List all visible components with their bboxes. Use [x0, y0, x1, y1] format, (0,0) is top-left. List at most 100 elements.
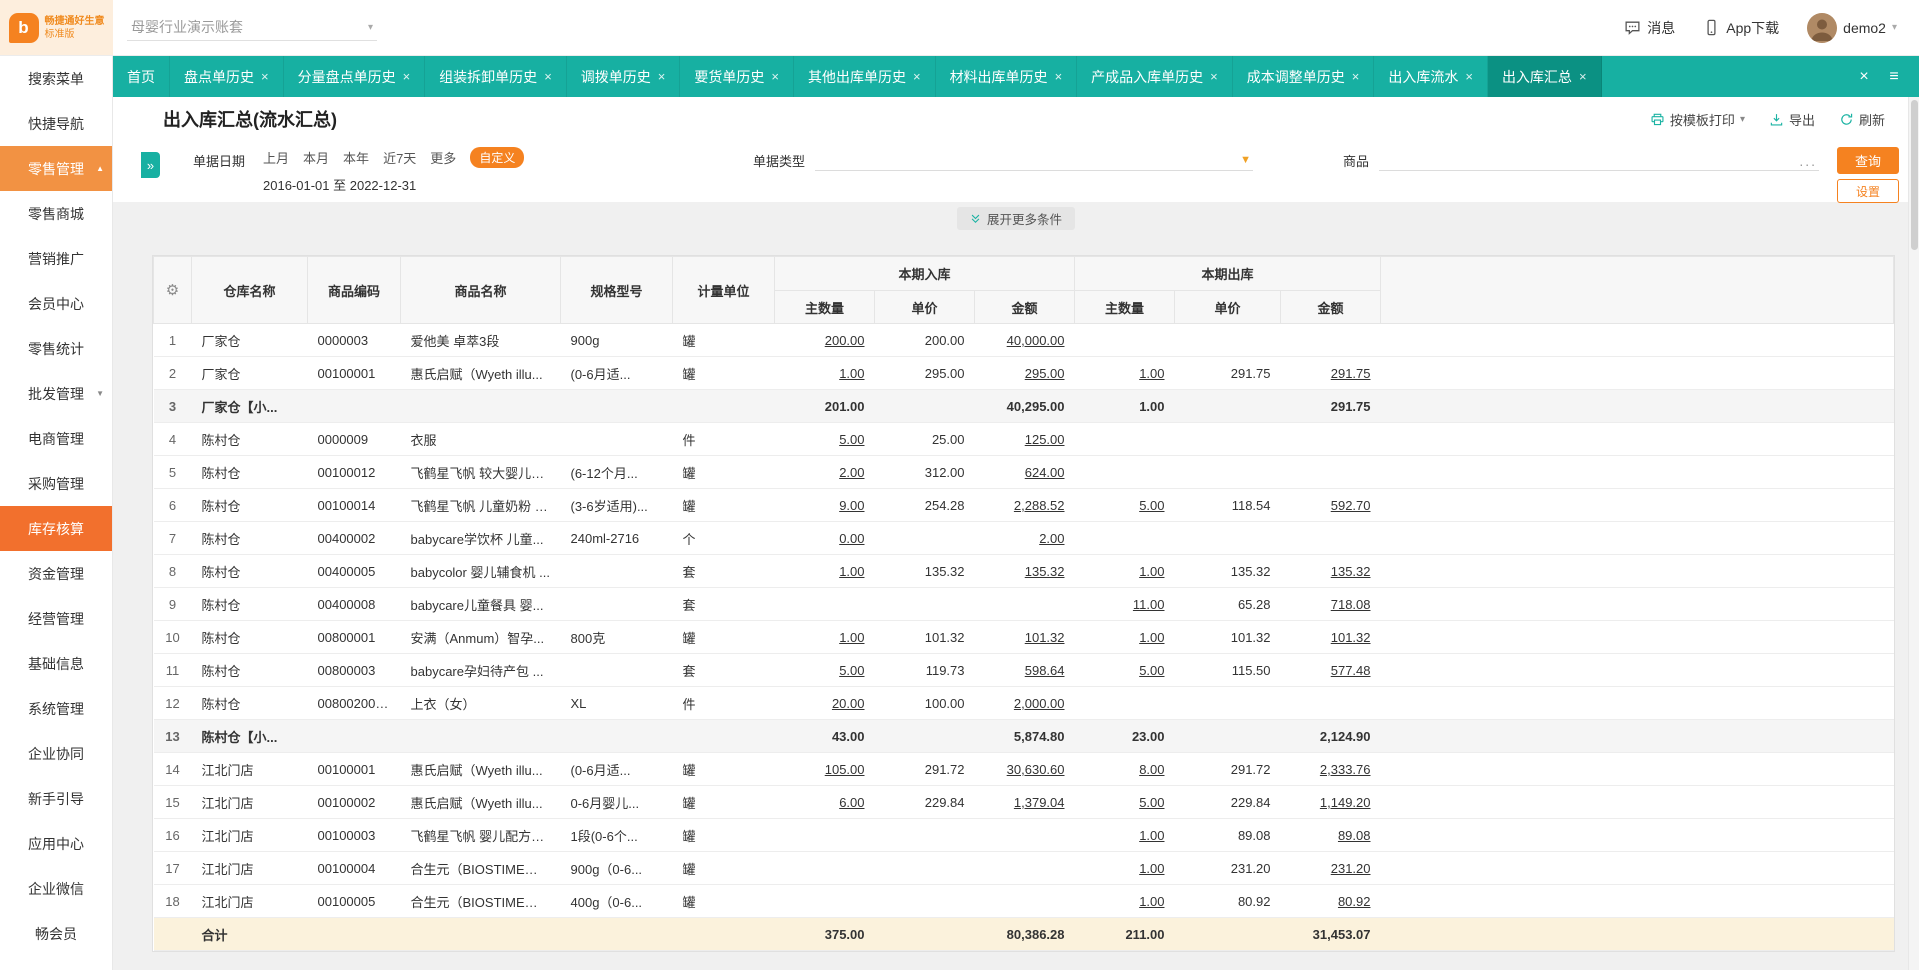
table-row[interactable]: 10 陈村仓 00800001 安满（Anmum）智孕... 800克罐 1.00 101.… [153, 620, 1894, 654]
drill-down-link[interactable]: 2.00 [839, 464, 865, 480]
date-quick-option[interactable]: 上月 [263, 151, 290, 166]
drill-down-link[interactable]: 718.08 [1330, 596, 1371, 612]
close-tabs-icon[interactable]: × [1859, 67, 1869, 85]
drill-down-link[interactable]: 20.00 [831, 695, 865, 711]
settings-button[interactable]: 设置 [1837, 179, 1899, 203]
col-header-warehouse[interactable]: 仓库名称 [191, 256, 308, 324]
tab-成本调整单历史[interactable]: 成本调整单历史 × [1233, 56, 1375, 97]
drill-down-link[interactable]: 295.00 [1024, 365, 1065, 381]
sidebar-item-电商管理[interactable]: 电商管理 [0, 416, 112, 461]
drill-down-link[interactable]: 592.70 [1330, 497, 1371, 513]
tab-材料出库单历史[interactable]: 材料出库单历史 × [936, 56, 1078, 97]
sidebar-item-零售统计[interactable]: 零售统计 [0, 326, 112, 371]
vertical-scrollbar[interactable] [1908, 97, 1919, 970]
date-quick-option[interactable]: 本年 [343, 151, 370, 166]
column-settings-icon[interactable]: ⚙ [165, 282, 180, 299]
table-row[interactable]: 合计 375.00 80,386.28 211.00 31,453.07 [153, 917, 1894, 951]
table-row[interactable]: 2 厂家仓 00100001 惠氏启赋（Wyeth illu... (0-6月适... 罐… [153, 356, 1894, 390]
table-row[interactable]: 14 江北门店 00100001 惠氏启赋（Wyeth illu... (0-6月适..… [153, 752, 1894, 786]
col-header-code[interactable]: 商品编码 [307, 256, 401, 324]
sidebar-item-零售商城[interactable]: 零售商城 [0, 191, 112, 236]
drill-down-link[interactable]: 101.32 [1330, 629, 1371, 645]
drill-down-link[interactable]: 5.00 [1139, 662, 1165, 678]
drill-down-link[interactable]: 135.32 [1330, 563, 1371, 579]
sidebar-item-快捷导航[interactable]: 快捷导航 [0, 101, 112, 146]
tab-其他出库单历史[interactable]: 其他出库单历史 × [794, 56, 936, 97]
table-row[interactable]: 4 陈村仓 0000009 衣服 件 5.00 25.00 125.00 [153, 422, 1894, 456]
tab-出入库汇总[interactable]: 出入库汇总 × [1487, 56, 1602, 97]
col-header-in-price[interactable]: 单价 [874, 290, 975, 324]
drill-down-link[interactable]: 2,000.00 [1013, 695, 1065, 711]
col-header-unit[interactable]: 计量单位 [672, 256, 775, 324]
sidebar-item-经营管理[interactable]: 经营管理 [0, 596, 112, 641]
drill-down-link[interactable]: 40,000.00 [1006, 332, 1065, 348]
drill-down-link[interactable]: 0.00 [839, 530, 865, 546]
drill-down-link[interactable]: 231.20 [1330, 860, 1371, 876]
drill-down-link[interactable]: 101.32 [1024, 629, 1065, 645]
tab-close-icon[interactable]: × [771, 69, 779, 84]
logo[interactable]: b 畅捷通好生意 标准版 [0, 0, 113, 55]
table-row[interactable]: 6 陈村仓 00100014 飞鹤星飞帆 儿童奶粉 4... (3-6岁适用)... 罐 9… [153, 488, 1894, 522]
date-custom-badge[interactable]: 自定义 [470, 147, 525, 168]
tab-close-icon[interactable]: × [544, 69, 552, 84]
col-header-out-price[interactable]: 单价 [1174, 290, 1281, 324]
col-header-in-amount[interactable]: 金额 [974, 290, 1075, 324]
tab-分量盘点单历史[interactable]: 分量盘点单历史 × [284, 56, 426, 97]
drill-down-link[interactable]: 11.00 [1132, 596, 1165, 612]
drill-down-link[interactable]: 2,288.52 [1013, 497, 1065, 513]
drill-down-link[interactable]: 30,630.60 [1006, 761, 1065, 777]
drill-down-link[interactable]: 1.00 [1139, 629, 1165, 645]
product-input[interactable]: ... [1379, 147, 1819, 171]
drill-down-link[interactable]: 1,379.04 [1013, 794, 1065, 810]
tab-list-icon[interactable]: ≡ [1889, 67, 1899, 85]
col-header-in-qty[interactable]: 主数量 [774, 290, 875, 324]
drill-down-link[interactable]: 2,333.76 [1319, 761, 1371, 777]
table-row[interactable]: 12 陈村仓 008002000... 上衣（女） XL 件 20.00 100.00 2,00… [153, 686, 1894, 720]
app-download-button[interactable]: App下载 [1703, 18, 1779, 38]
sidebar-item-资金管理[interactable]: 资金管理 [0, 551, 112, 596]
table-row[interactable]: 13 陈村仓【小... 43.00 5,874.80 23.00 2,124.90 [153, 719, 1894, 753]
tab-close-icon[interactable]: × [402, 69, 411, 84]
export-button[interactable]: 导出 [1769, 110, 1815, 129]
drill-down-link[interactable]: 6.00 [839, 794, 865, 810]
drill-down-link[interactable]: 577.48 [1330, 662, 1371, 678]
col-header-out-qty[interactable]: 主数量 [1074, 290, 1175, 324]
date-quick-option[interactable]: 本月 [303, 151, 330, 166]
tab-调拨单历史[interactable]: 调拨单历史 × [567, 56, 681, 97]
tab-close-icon[interactable]: × [1465, 69, 1473, 84]
drill-down-link[interactable]: 125.00 [1024, 431, 1065, 447]
drill-down-link[interactable]: 8.00 [1139, 761, 1165, 777]
tab-close-icon[interactable]: × [1578, 69, 1587, 84]
table-row[interactable]: 9 陈村仓 00400008 babycare儿童餐具 婴... 套 11.00 65.28… [153, 587, 1894, 621]
col-header-out-amount[interactable]: 金额 [1280, 290, 1381, 324]
drill-down-link[interactable]: 105.00 [824, 761, 865, 777]
search-button[interactable]: 查询 [1837, 147, 1899, 174]
sidebar-item-基础信息[interactable]: 基础信息 [0, 641, 112, 686]
sidebar-item-零售管理[interactable]: 零售管理 ▲ [0, 146, 112, 191]
drill-down-link[interactable]: 80.92 [1337, 893, 1371, 909]
print-by-template-button[interactable]: 按模板打印 ▾ [1650, 110, 1745, 129]
table-row[interactable]: 18 江北门店 00100005 合生元（BIOSTIME） ... 400g（0-6.… [153, 884, 1894, 918]
more-options-button[interactable]: ... [1799, 153, 1817, 169]
tab-出入库流水[interactable]: 出入库流水 × [1374, 56, 1488, 97]
sidebar-item-企业微信[interactable]: 企业微信 [0, 866, 112, 911]
drill-down-link[interactable]: 5.00 [1139, 794, 1165, 810]
drill-down-link[interactable]: 1.00 [1139, 563, 1165, 579]
table-row[interactable]: 5 陈村仓 00100012 飞鹤星飞帆 较大婴儿配... (6-12个月... 罐 2.0… [153, 455, 1894, 489]
sidebar-item-会员中心[interactable]: 会员中心 [0, 281, 112, 326]
col-header-spec[interactable]: 规格型号 [560, 256, 673, 324]
col-header-name[interactable]: 商品名称 [400, 256, 561, 324]
sidebar-item-新手引导[interactable]: 新手引导 [0, 776, 112, 821]
expand-more-conditions-button[interactable]: 展开更多条件 [956, 207, 1075, 230]
sidebar-item-应用中心[interactable]: 应用中心 [0, 821, 112, 866]
tab-首页[interactable]: 首页 [113, 56, 170, 97]
messages-button[interactable]: 消息 [1624, 18, 1675, 38]
sidebar-item-营销推广[interactable]: 营销推广 [0, 236, 112, 281]
date-range-value[interactable]: 2016-01-01 至 2022-12-31 [263, 178, 417, 193]
drill-down-link[interactable]: 1.00 [839, 629, 865, 645]
sidebar-item-系统管理[interactable]: 系统管理 [0, 686, 112, 731]
tab-组装拆卸单历史[interactable]: 组装拆卸单历史 × [425, 56, 567, 97]
refresh-button[interactable]: 刷新 [1839, 110, 1885, 129]
sidebar-item-畅会员[interactable]: 畅会员 [0, 911, 112, 956]
doc-type-select[interactable]: ▼ [815, 147, 1253, 171]
